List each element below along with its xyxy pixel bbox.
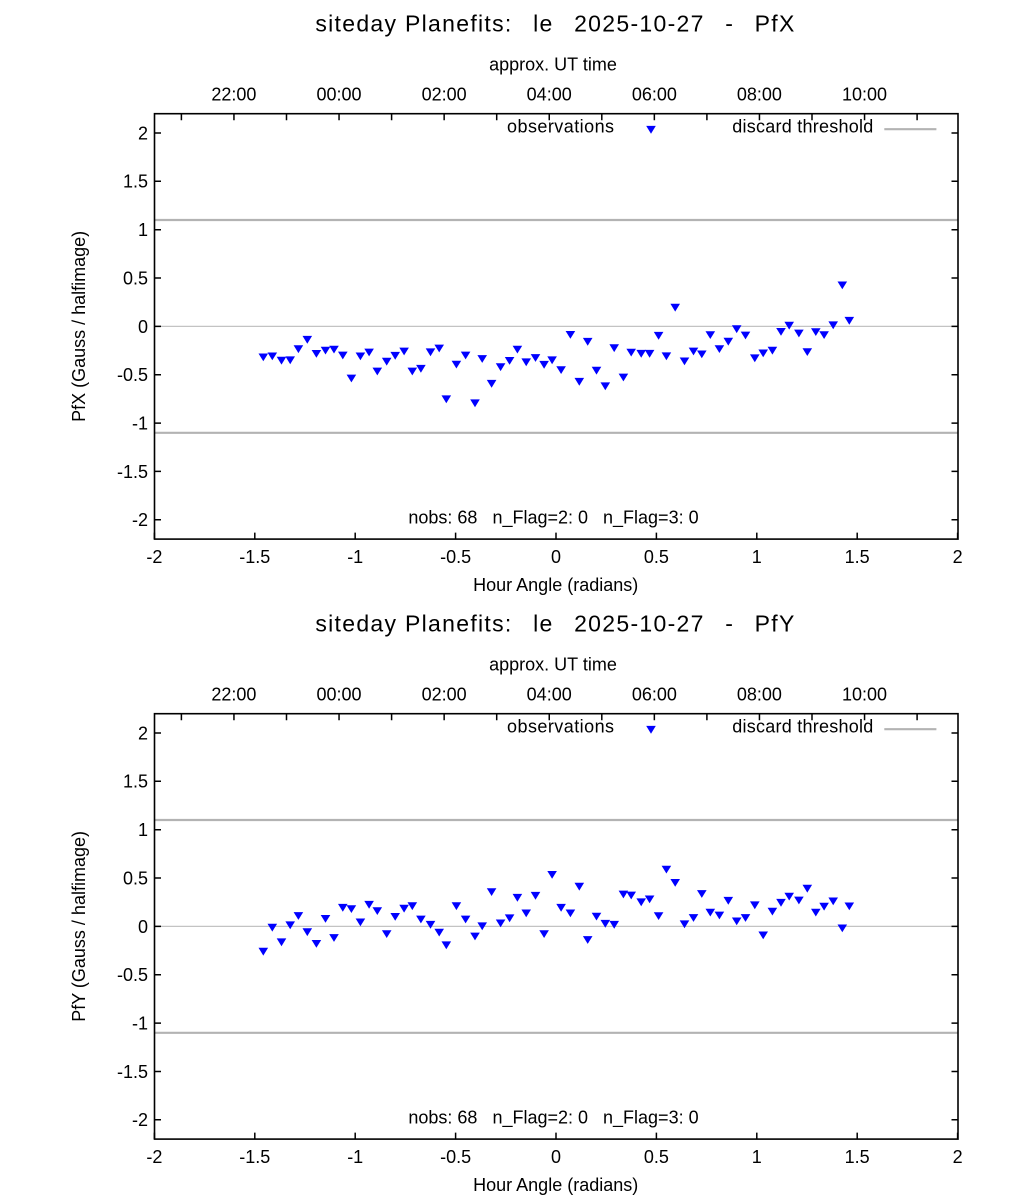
svg-text:-2: -2: [146, 1147, 162, 1167]
svg-text:-2: -2: [146, 547, 162, 567]
svg-text:10:00: 10:00: [842, 685, 887, 705]
svg-text:02:00: 02:00: [422, 85, 467, 105]
svg-text:1.5: 1.5: [123, 772, 148, 792]
svg-text:nobs: 68 n_Flag=2: 0 n_Fla: nobs: 68 n_Flag=2: 0 n_Flag=3: 0: [408, 508, 698, 529]
svg-text:-1: -1: [132, 414, 148, 434]
svg-text:-1.5: -1.5: [117, 1062, 148, 1082]
svg-text:Hour Angle (radians): Hour Angle (radians): [473, 575, 638, 595]
svg-text:-1: -1: [347, 547, 363, 567]
svg-text:-0.5: -0.5: [117, 965, 148, 985]
svg-text:08:00: 08:00: [737, 685, 782, 705]
svg-text:PfY (Gauss / halfimage): PfY (Gauss / halfimage): [69, 831, 89, 1022]
svg-text:00:00: 00:00: [316, 685, 361, 705]
svg-text:-2: -2: [132, 1110, 148, 1130]
svg-text:observations: observations: [507, 716, 614, 736]
svg-text:1.5: 1.5: [845, 547, 870, 567]
svg-text:0: 0: [551, 1147, 561, 1167]
svg-text:Hour Angle (radians): Hour Angle (radians): [473, 1175, 638, 1195]
svg-text:2: 2: [138, 723, 148, 743]
svg-text:-1.5: -1.5: [239, 547, 270, 567]
svg-text:-1.5: -1.5: [239, 1147, 270, 1167]
svg-text:1.5: 1.5: [845, 1147, 870, 1167]
svg-text:02:00: 02:00: [422, 685, 467, 705]
svg-text:22:00: 22:00: [211, 85, 256, 105]
svg-text:10:00: 10:00: [842, 85, 887, 105]
svg-text:-1: -1: [132, 1014, 148, 1034]
svg-text:0.5: 0.5: [644, 1147, 669, 1167]
svg-text:2: 2: [953, 1147, 963, 1167]
svg-text:0.5: 0.5: [123, 268, 148, 288]
svg-text:1: 1: [752, 1147, 762, 1167]
svg-text:-0.5: -0.5: [440, 547, 471, 567]
svg-text:08:00: 08:00: [737, 85, 782, 105]
svg-text:approx. UT time: approx. UT time: [489, 55, 617, 75]
svg-text:-0.5: -0.5: [117, 365, 148, 385]
svg-text:-0.5: -0.5: [440, 1147, 471, 1167]
svg-text:0.5: 0.5: [123, 868, 148, 888]
svg-text:-1.5: -1.5: [117, 462, 148, 482]
svg-text:06:00: 06:00: [632, 85, 677, 105]
svg-text:00:00: 00:00: [316, 85, 361, 105]
svg-text:discard threshold: discard threshold: [732, 116, 873, 136]
svg-text:2: 2: [138, 123, 148, 143]
svg-text:1: 1: [752, 547, 762, 567]
svg-text:04:00: 04:00: [527, 685, 572, 705]
svg-text:discard threshold: discard threshold: [732, 716, 873, 736]
svg-text:06:00: 06:00: [632, 685, 677, 705]
svg-text:0.5: 0.5: [644, 547, 669, 567]
svg-text:-2: -2: [132, 510, 148, 530]
svg-text:siteday Planefits: le 2025-1: siteday Planefits: le 2025-10-27 - PfX: [315, 10, 795, 36]
svg-text:approx. UT time: approx. UT time: [489, 655, 617, 675]
svg-text:-1: -1: [347, 1147, 363, 1167]
svg-text:observations: observations: [507, 116, 614, 136]
svg-text:nobs: 68 n_Flag=2: 0 n_Fla: nobs: 68 n_Flag=2: 0 n_Flag=3: 0: [408, 1108, 698, 1129]
svg-text:0: 0: [138, 317, 148, 337]
svg-text:1: 1: [138, 820, 148, 840]
svg-text:0: 0: [551, 547, 561, 567]
svg-text:1.5: 1.5: [123, 172, 148, 192]
svg-text:04:00: 04:00: [527, 85, 572, 105]
svg-text:PfX (Gauss / halfimage): PfX (Gauss / halfimage): [69, 231, 89, 422]
svg-text:siteday Planefits: le 2025-1: siteday Planefits: le 2025-10-27 - PfY: [315, 610, 795, 636]
svg-text:1: 1: [138, 220, 148, 240]
svg-text:2: 2: [953, 547, 963, 567]
svg-text:22:00: 22:00: [211, 685, 256, 705]
svg-text:0: 0: [138, 917, 148, 937]
